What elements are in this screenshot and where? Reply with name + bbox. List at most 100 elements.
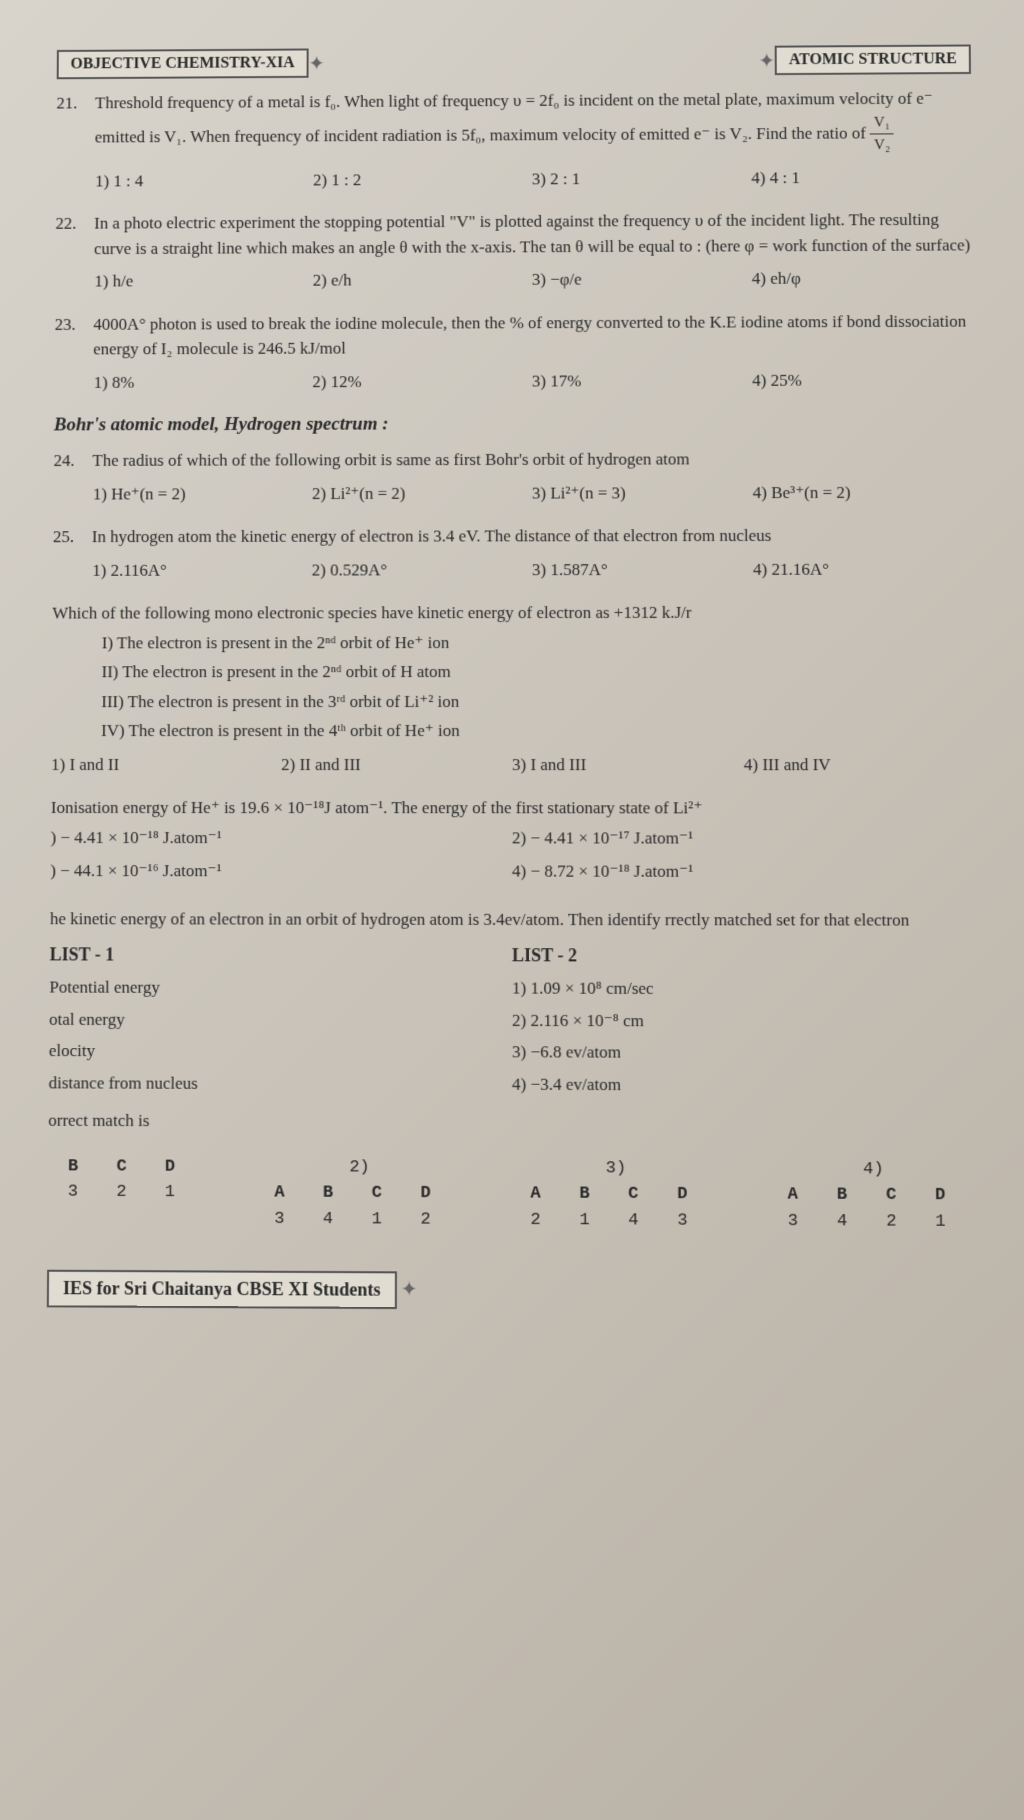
q-text: Which of the following mono electronic s… — [52, 600, 975, 626]
list-title: LIST - 2 — [512, 942, 978, 970]
footer-suffix: CBSE XI Students — [232, 1279, 381, 1300]
options-row: 1) 2.116A° 2) 0.529A° 3) 1.587A° 4) 21.1… — [53, 556, 975, 583]
option: 1) I and II — [51, 752, 281, 778]
option: 3) 1.587A° — [532, 556, 753, 582]
options-grid: ) − 4.41 × 10⁻¹⁸ J.atom⁻¹ 2) − 4.41 × 10… — [50, 820, 977, 888]
list-title: LIST - 1 — [50, 941, 512, 969]
list-col-1: LIST - 1 Potential energy otal energy el… — [48, 941, 512, 1103]
list-item: 2) 2.116 × 10⁻⁸ cm — [512, 1007, 979, 1034]
q-num: 23. — [55, 312, 90, 337]
list-item: 1) 1.09 × 10⁸ cm/sec — [512, 975, 978, 1002]
option: 2) 0.529A° — [312, 557, 532, 583]
question-28: he kinetic energy of an electron in an o… — [47, 906, 980, 1235]
footer-prefix: IES for — [63, 1278, 124, 1299]
list-item: Potential energy — [49, 974, 512, 1001]
star-icon: ✦ — [308, 51, 325, 76]
option: 1) 2.116A° — [92, 557, 312, 583]
q-text: 4000A° photon is used to break the iodin… — [93, 308, 972, 361]
footer-box: IES for Sri Chaitanya CBSE XI Students — [47, 1270, 397, 1309]
question-27: Ionisation energy of He⁺ is 19.6 × 10⁻¹⁸… — [50, 795, 977, 889]
question-21: 21. Threshold frequency of a metal is f₀… — [56, 86, 972, 194]
match-block: 3) A B C D 2 1 4 3 — [530, 1155, 701, 1234]
q-text: The radius of which of the following orb… — [92, 446, 973, 473]
q-num: 21. — [56, 91, 91, 116]
q-num: 22. — [55, 211, 90, 236]
option: 1) 1 : 4 — [95, 167, 313, 193]
q-text: In hydrogen atom the kinetic energy of e… — [92, 523, 974, 550]
option: ) − 4.41 × 10⁻¹⁸ J.atom⁻¹ — [50, 824, 512, 850]
match-vals: 3 4 1 2 — [274, 1206, 445, 1233]
options-row: 1) 8% 2) 12% 3) 17% 4) 25% — [54, 367, 973, 395]
question-25: 25. In hydrogen atom the kinetic energy … — [53, 523, 975, 583]
q-text: he kinetic energy of an electron in an o… — [50, 906, 978, 933]
options-row: 1) He⁺(n = 2) 2) Li²⁺(n = 2) 3) Li²⁺(n =… — [53, 479, 974, 506]
q-text: Ionisation energy of He⁺ is 19.6 × 10⁻¹⁸… — [51, 795, 977, 821]
option: 4) III and IV — [744, 752, 977, 778]
option: 4) 21.16A° — [753, 556, 975, 582]
option: 3) Li²⁺(n = 3) — [532, 480, 753, 506]
option: 3) I and III — [512, 752, 744, 778]
match-hdr: A B C D — [274, 1180, 445, 1207]
match-hdr: B C D — [68, 1154, 189, 1180]
match-block: B C D 3 2 1 — [67, 1154, 189, 1232]
footer-bold: Sri Chaitanya — [124, 1278, 232, 1299]
list-item: otal energy — [49, 1006, 512, 1033]
option: 3) −φ/e — [532, 266, 752, 292]
question-26: Which of the following mono electronic s… — [51, 600, 977, 778]
option: 4) 4 : 1 — [751, 164, 972, 190]
option: 4) − 8.72 × 10⁻¹⁸ J.atom⁻¹ — [512, 858, 978, 884]
options-row: 1) 1 : 4 2) 1 : 2 3) 2 : 1 4) 4 : 1 — [56, 164, 972, 194]
list-item: 3) −6.8 ev/atom — [512, 1039, 979, 1066]
match-hdr: A B C D — [530, 1181, 701, 1208]
match-vals: 3 2 1 — [68, 1179, 189, 1205]
option: ) − 44.1 × 10⁻¹⁶ J.atom⁻¹ — [50, 858, 512, 884]
match-vals: 2 1 4 3 — [530, 1207, 701, 1234]
list-item: 4) −3.4 ev/atom — [512, 1071, 979, 1098]
match-options: B C D 3 2 1 2) A B C D 3 4 1 2 3) A B C … — [47, 1154, 980, 1236]
star-icon: ✦ — [401, 1278, 418, 1301]
option: 1) h/e — [94, 268, 312, 294]
option: 2) Li²⁺(n = 2) — [312, 480, 532, 506]
match-vals: 3 4 2 1 — [788, 1208, 960, 1235]
match-block: 4) A B C D 3 4 2 1 — [787, 1156, 960, 1235]
match-block: 2) A B C D 3 4 1 2 — [274, 1154, 445, 1232]
match-hdr: A B C D — [788, 1182, 960, 1209]
question-24: 24. The radius of which of the following… — [53, 446, 974, 507]
sub-item: IV) The electron is present in the 4ᵗʰ o… — [51, 718, 976, 744]
star-icon: ✦ — [758, 48, 775, 73]
options-row: 1) I and II 2) II and III 3) I and III 4… — [51, 752, 977, 778]
sub-item: III) The electron is present in the 3ʳᵈ … — [52, 688, 977, 714]
option: 3) 17% — [532, 368, 752, 394]
option: 2) II and III — [281, 752, 512, 778]
sub-item: II) The electron is present in the 2ⁿᵈ o… — [52, 659, 976, 685]
option: 2) 1 : 2 — [313, 166, 532, 192]
match-label: orrect match is — [48, 1108, 979, 1137]
list-item: elocity — [49, 1038, 512, 1065]
section-title-bohr: Bohr's atomic model, Hydrogen spectrum : — [54, 412, 974, 436]
options-row: 1) h/e 2) e/h 3) −φ/e 4) eh/φ — [55, 265, 973, 294]
question-22: 22. In a photo electric experiment the s… — [55, 207, 973, 294]
list-item: distance from nucleus — [49, 1070, 512, 1097]
option: 1) 8% — [94, 369, 313, 395]
option: 4) eh/φ — [752, 265, 973, 291]
option: 4) Be³⁺(n = 2) — [753, 479, 975, 505]
left-header-box: OBJECTIVE CHEMISTRY-XIA — [57, 48, 309, 79]
question-23: 23. 4000A° photon is used to break the i… — [54, 308, 973, 395]
option: 2) e/h — [313, 267, 532, 293]
header-row: OBJECTIVE CHEMISTRY-XIA ✦ ✦ ATOMIC STRUC… — [57, 44, 971, 79]
sub-item: I) The electron is present in the 2ⁿᵈ or… — [52, 629, 976, 655]
list-columns: LIST - 1 Potential energy otal energy el… — [48, 941, 979, 1104]
option: 2) 12% — [312, 368, 532, 394]
option: 2) − 4.41 × 10⁻¹⁷ J.atom⁻¹ — [512, 825, 977, 851]
q-num: 24. — [54, 448, 89, 473]
q-text: Threshold frequency of a metal is f₀. Wh… — [95, 86, 971, 161]
right-header-box: ATOMIC STRUCTURE — [775, 44, 971, 75]
q-text: In a photo electric experiment the stopp… — [94, 207, 972, 261]
list-col-2: LIST - 2 1) 1.09 × 10⁸ cm/sec 2) 2.116 ×… — [512, 942, 979, 1104]
option: 1) He⁺(n = 2) — [93, 481, 312, 507]
q-num: 25. — [53, 524, 88, 549]
footer-row: IES for Sri Chaitanya CBSE XI Students ✦ — [47, 1249, 981, 1312]
option: 3) 2 : 1 — [532, 165, 752, 191]
option: 4) 25% — [752, 367, 973, 393]
fraction: V₁ V₂ — [870, 111, 894, 156]
